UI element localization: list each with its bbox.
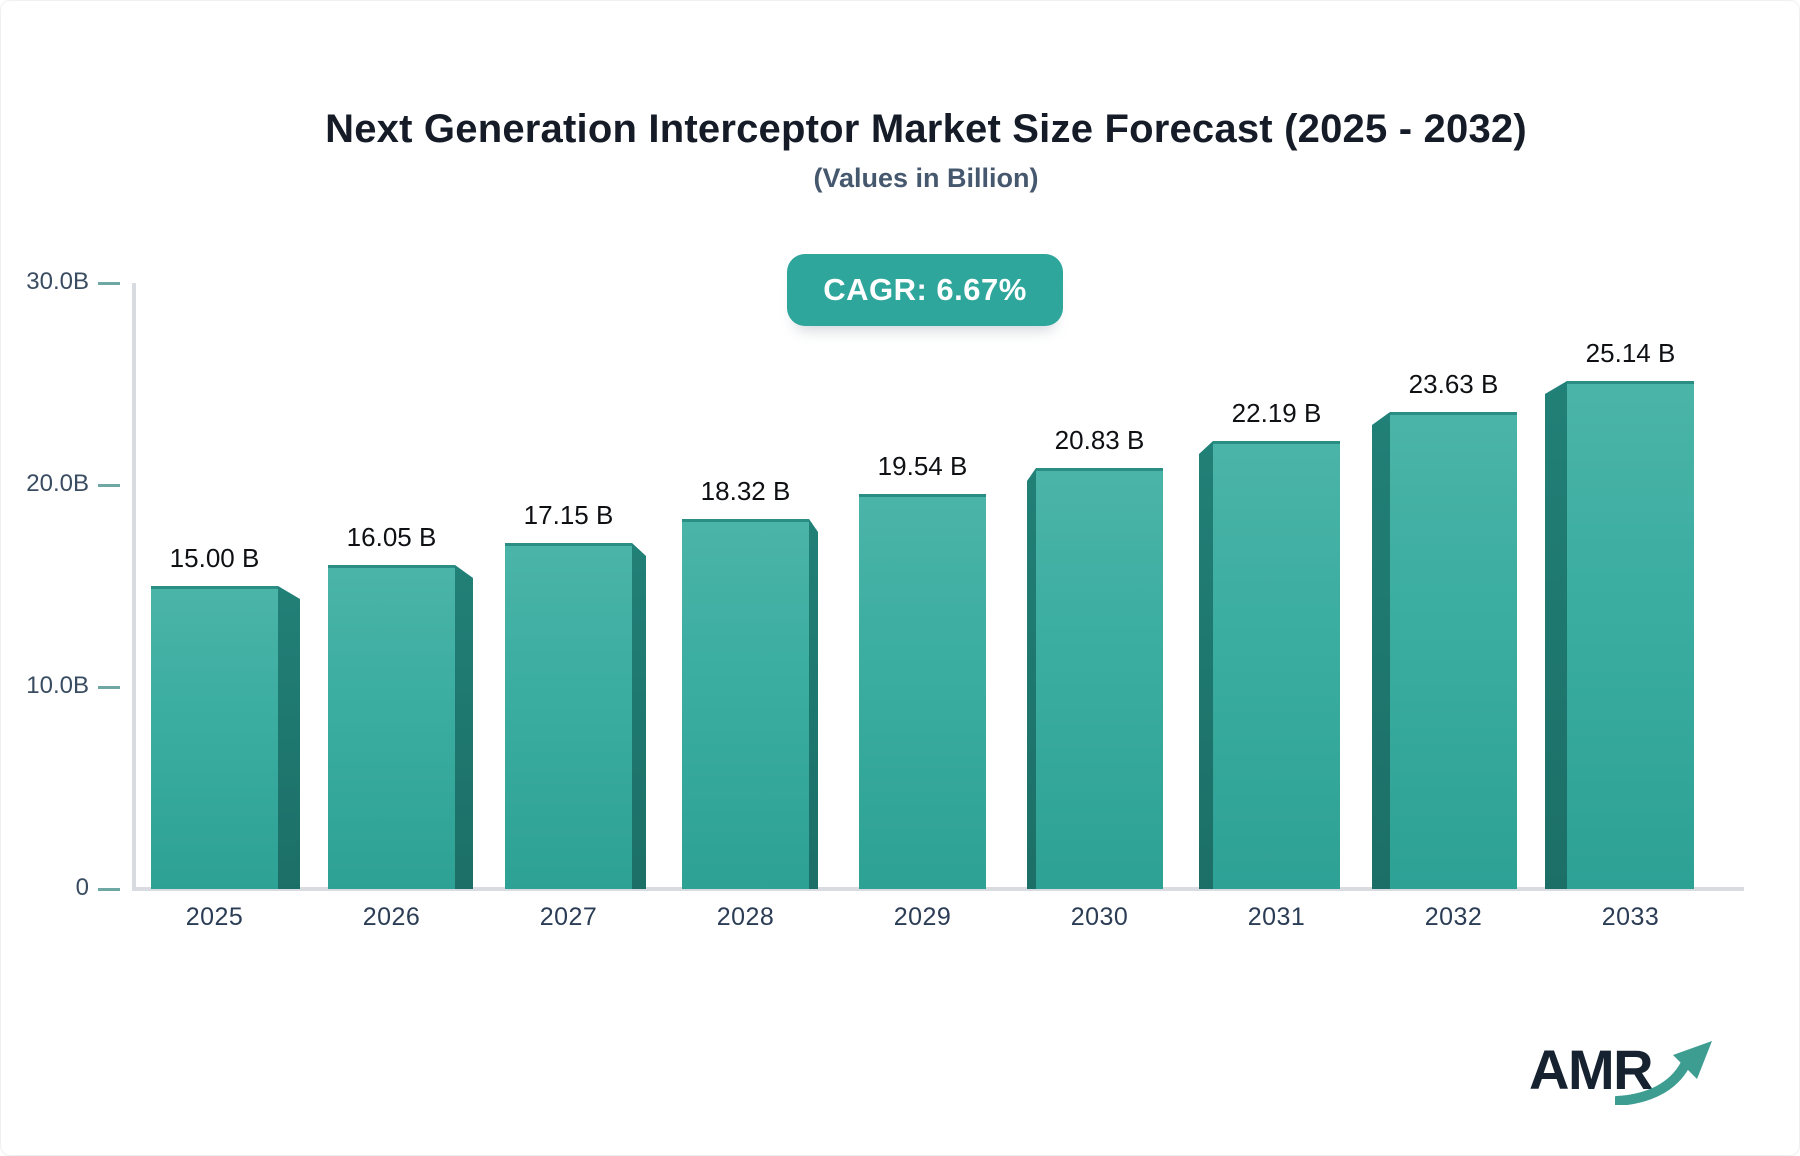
bar-depth-face-2031: [1199, 441, 1213, 889]
y-tick-label-10.0B: 10.0B: [26, 672, 89, 699]
bar-value-label-2031: 22.19 B: [1231, 398, 1322, 428]
x-axis-label-2028: 2028: [716, 903, 775, 931]
bar-column-2031: 22.19 B: [1188, 283, 1365, 889]
bar-depth-face-2026: [455, 565, 473, 889]
x-axis-label-2027: 2027: [539, 903, 598, 931]
y-tick-label-20.0B: 20.0B: [26, 470, 89, 497]
bar-value-label-2029: 19.54 B: [877, 451, 968, 481]
chart-header: Next Generation Interceptor Market Size …: [51, 1, 1800, 194]
bar-value-label-2033: 25.14 B: [1585, 338, 1676, 368]
bar-column-2028: 18.32 B: [657, 283, 834, 889]
bar-column-2027: 17.15 B: [480, 283, 657, 889]
x-axis-label-2029: 2029: [893, 903, 952, 931]
bar-depth-face-2025: [278, 586, 300, 889]
bar-value-label-2032: 23.63 B: [1408, 369, 1499, 399]
x-axis-label-2025: 2025: [185, 903, 244, 931]
bar-2029: [859, 494, 986, 889]
bar-2026: [328, 565, 455, 889]
bar-depth-face-2033: [1545, 381, 1567, 889]
bar-value-label-2026: 16.05 B: [346, 522, 437, 552]
cagr-badge: CAGR: 6.67%: [787, 254, 1063, 326]
x-axis-line: [132, 887, 1744, 891]
x-axis-label-2031: 2031: [1247, 903, 1306, 931]
chart-subtitle: (Values in Billion): [813, 163, 1039, 193]
bar-2032: [1390, 412, 1517, 889]
bar-column-2026: 16.05 B: [303, 283, 480, 889]
x-axis-label-2032: 2032: [1424, 903, 1483, 931]
chart-title: Next Generation Interceptor Market Size …: [325, 107, 1527, 151]
bar-column-2032: 23.63 B: [1365, 283, 1542, 889]
x-axis-label-2030: 2030: [1070, 903, 1129, 931]
bar-column-2025: 15.00 B: [126, 283, 303, 889]
bar-column-2029: 19.54 B: [834, 283, 1011, 889]
y-tick-mark-0: [98, 888, 120, 891]
bar-value-label-2030: 20.83 B: [1054, 425, 1145, 455]
y-tick-mark-30.0B: [98, 282, 120, 285]
bar-2027: [505, 543, 632, 889]
y-axis-line: [132, 283, 136, 889]
amr-logo: AMR: [1529, 1031, 1729, 1115]
bar-2028: [682, 519, 809, 889]
bar-value-label-2027: 17.15 B: [523, 500, 614, 530]
bar-column-2033: 25.14 B: [1542, 283, 1719, 889]
y-tick-mark-20.0B: [98, 484, 120, 487]
y-tick-label-0: 0: [75, 874, 89, 901]
x-axis-label-2033: 2033: [1601, 903, 1660, 931]
bar-2033: [1567, 381, 1694, 889]
bar-2030: [1036, 468, 1163, 889]
amr-logo-text: AMR: [1529, 1038, 1654, 1101]
bar-value-label-2028: 18.32 B: [700, 476, 791, 506]
bar-value-label-2025: 15.00 B: [169, 543, 260, 573]
y-tick-label-30.0B: 30.0B: [26, 268, 89, 295]
y-tick-mark-10.0B: [98, 686, 120, 689]
bar-depth-face-2030: [1027, 468, 1036, 889]
bar-depth-face-2032: [1372, 412, 1390, 889]
bar-2025: [151, 586, 278, 889]
bar-depth-face-2027: [632, 543, 646, 889]
bar-2031: [1213, 441, 1340, 889]
x-axis-label-2026: 2026: [362, 903, 421, 931]
growth-arrow-icon: [1615, 1041, 1712, 1105]
bar-column-2030: 20.83 B: [1011, 283, 1188, 889]
bar-depth-face-2028: [809, 519, 818, 889]
